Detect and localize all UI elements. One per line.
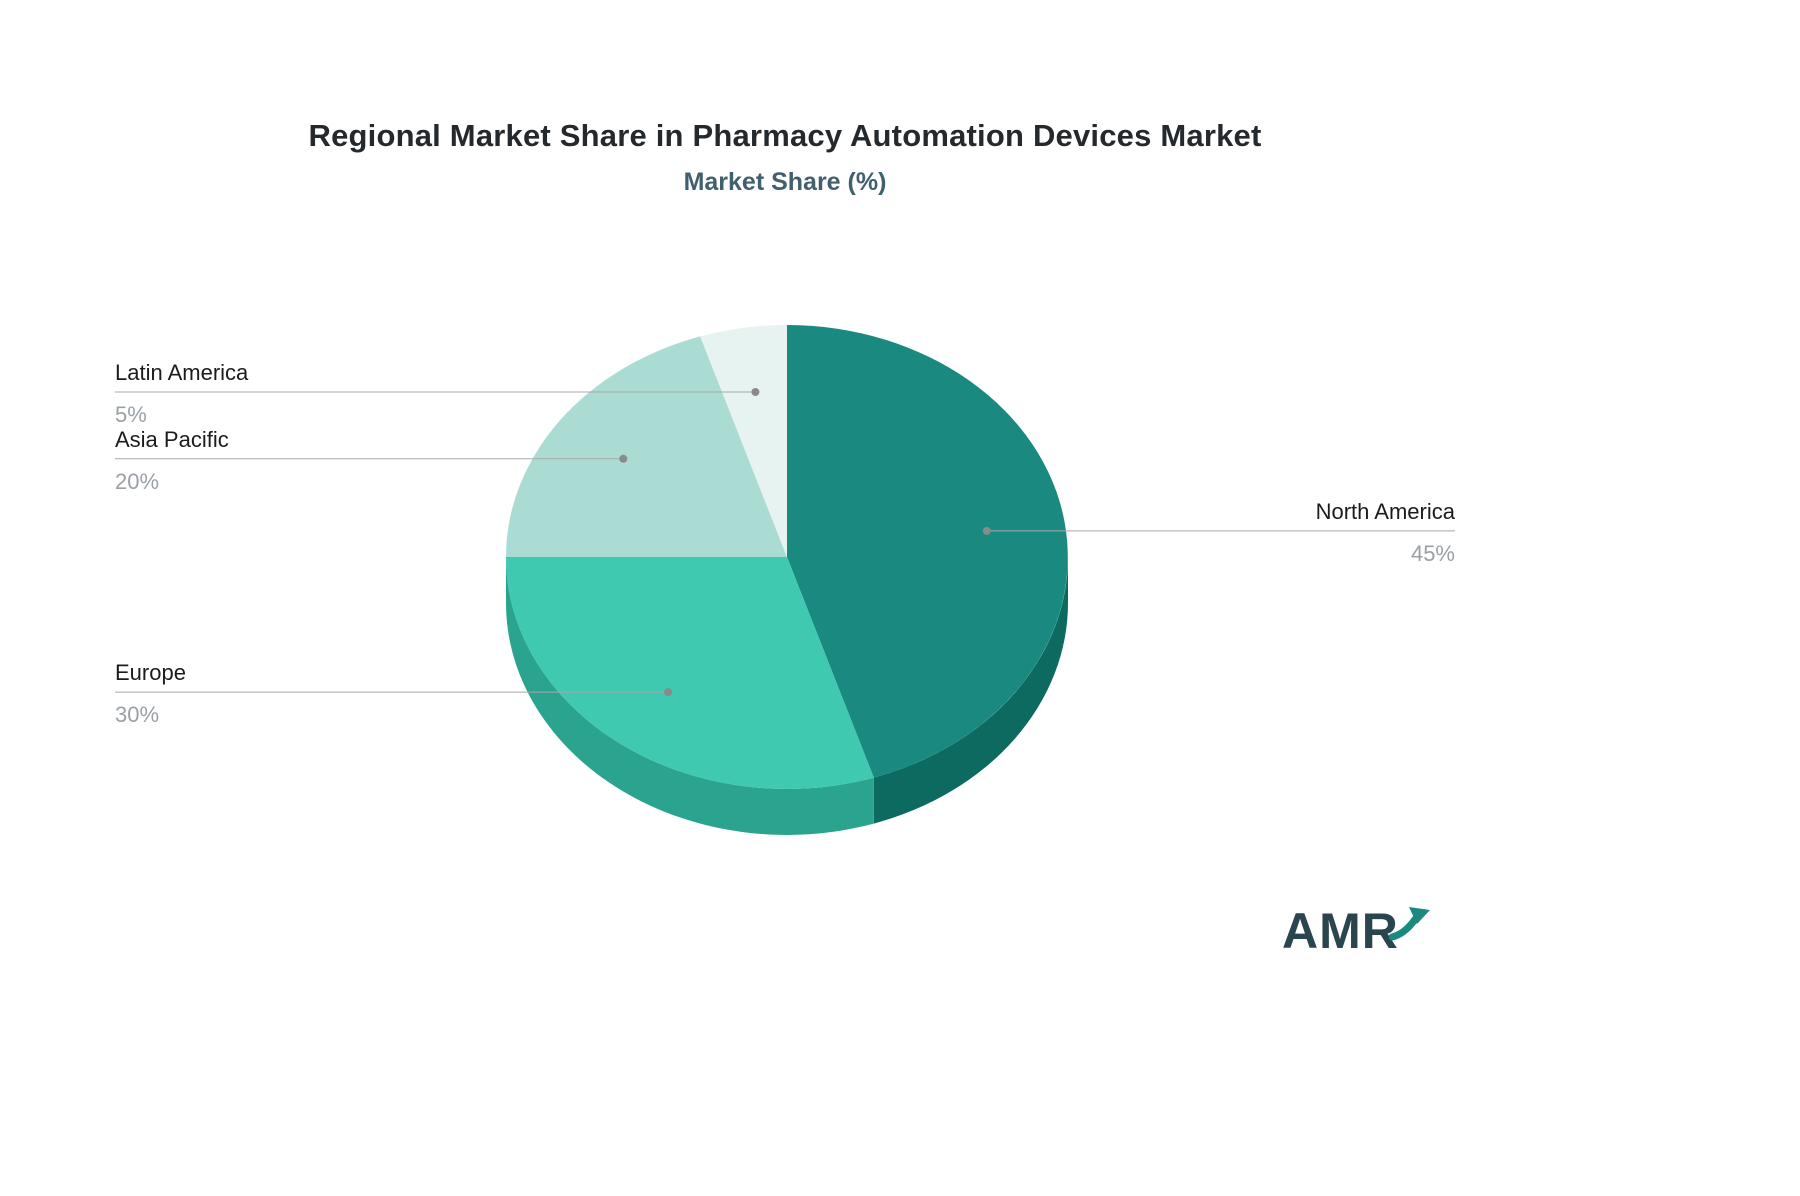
leader-dot-asia-pacific [619,454,628,463]
slice-label-value-latin-america: 5% [115,402,147,427]
slice-label-name-europe: Europe [115,660,186,685]
amr-logo: AMR [1282,896,1462,966]
logo-text: AMR [1282,903,1399,959]
leader-dot-europe [664,688,673,697]
logo-arrow-icon [1388,907,1430,941]
slice-label-value-asia-pacific: 20% [115,469,159,494]
slice-label-name-latin-america: Latin America [115,360,249,385]
slice-label-name-north-america: North America [1316,499,1456,524]
slice-label-value-north-america: 45% [1411,541,1455,566]
pie-slice-side-north-america [873,557,1068,824]
pie-slice-north-america [787,325,1068,778]
chart-subtitle: Market Share (%) [683,168,887,196]
leader-dot-latin-america [751,388,760,396]
pie-slice-europe [506,557,874,789]
chart-title: Regional Market Share in Pharmacy Automa… [308,118,1262,153]
pie-slice-latin-america [700,325,787,557]
slice-label-name-asia-pacific: Asia Pacific [115,427,229,452]
pie-slice-side-europe [506,557,874,835]
slice-label-value-europe: 30% [115,702,159,727]
leader-dot-north-america [982,526,991,535]
